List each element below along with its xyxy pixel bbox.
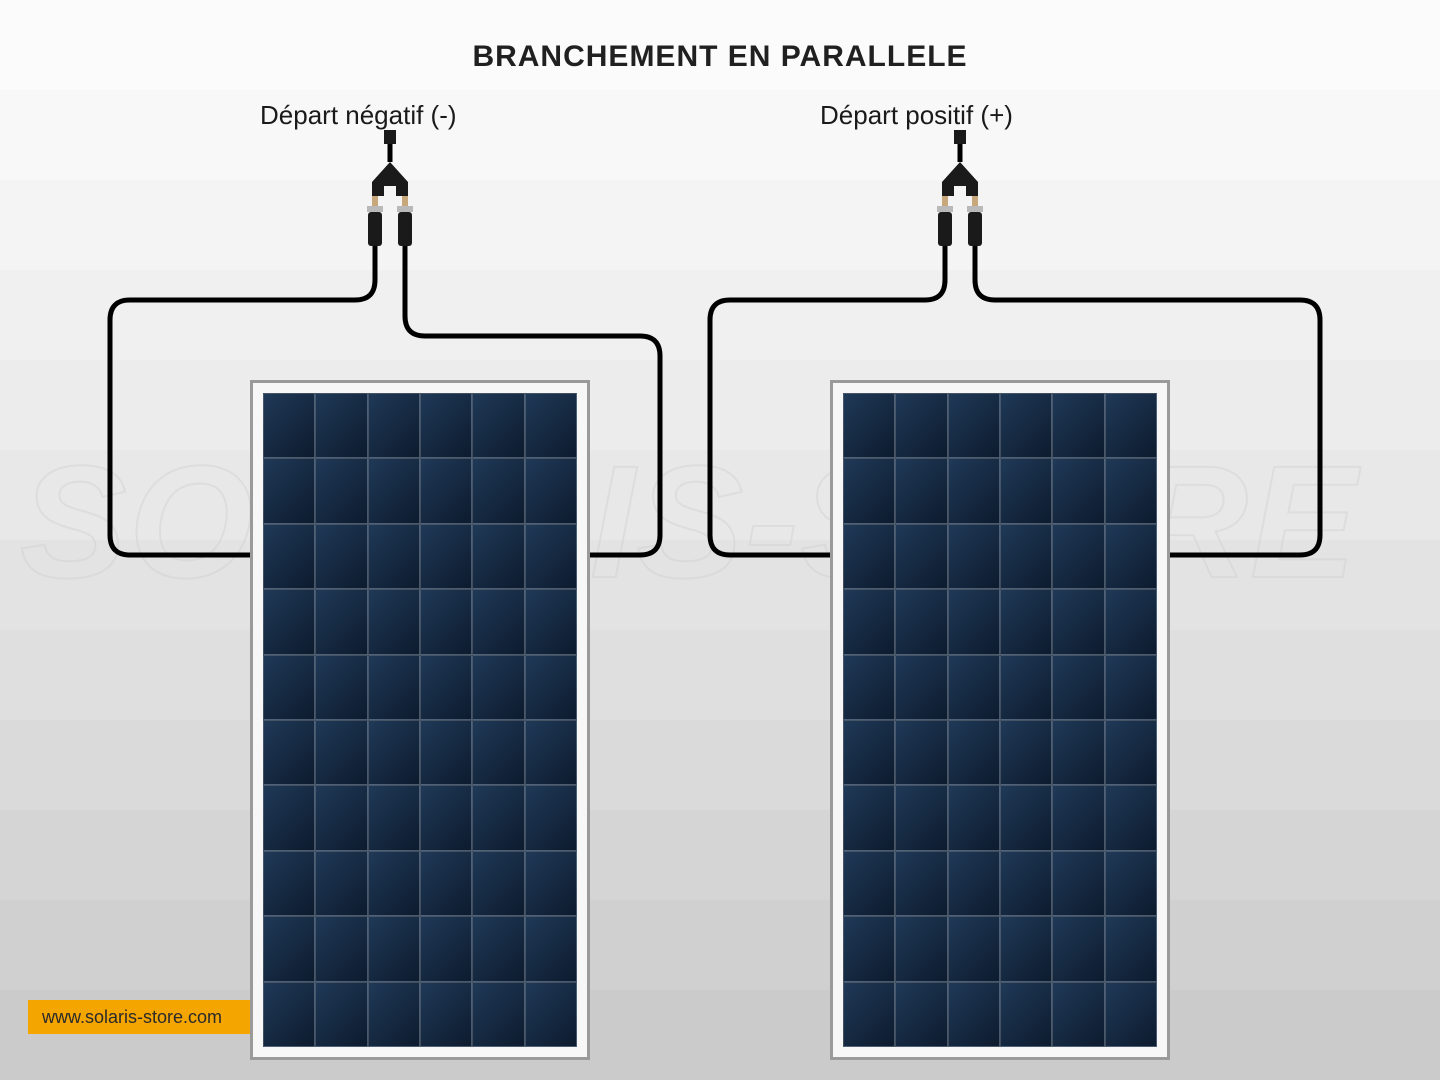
bg-band <box>0 90 1440 180</box>
bg-band <box>0 720 1440 810</box>
solar-panel-cells <box>263 393 577 1047</box>
solar-panel-cells <box>843 393 1157 1047</box>
source-url-text: www.solaris-store.com <box>42 1007 222 1028</box>
bg-band <box>0 180 1440 270</box>
diagram-stage: SOLARIS-STORE BRANCHEMENT EN PARALLELE D… <box>0 0 1440 1080</box>
solar-panel-left <box>250 380 590 1060</box>
bg-band <box>0 540 1440 630</box>
bg-band <box>0 630 1440 720</box>
label-positive: Départ positif (+) <box>820 100 1013 131</box>
diagram-title: BRANCHEMENT EN PARALLELE <box>0 40 1440 74</box>
bg-band <box>0 810 1440 900</box>
bg-band <box>0 270 1440 360</box>
solar-panel-right <box>830 380 1170 1060</box>
bg-band <box>0 450 1440 540</box>
bg-band <box>0 900 1440 990</box>
label-negative: Départ négatif (-) <box>260 100 457 131</box>
bg-band <box>0 360 1440 450</box>
